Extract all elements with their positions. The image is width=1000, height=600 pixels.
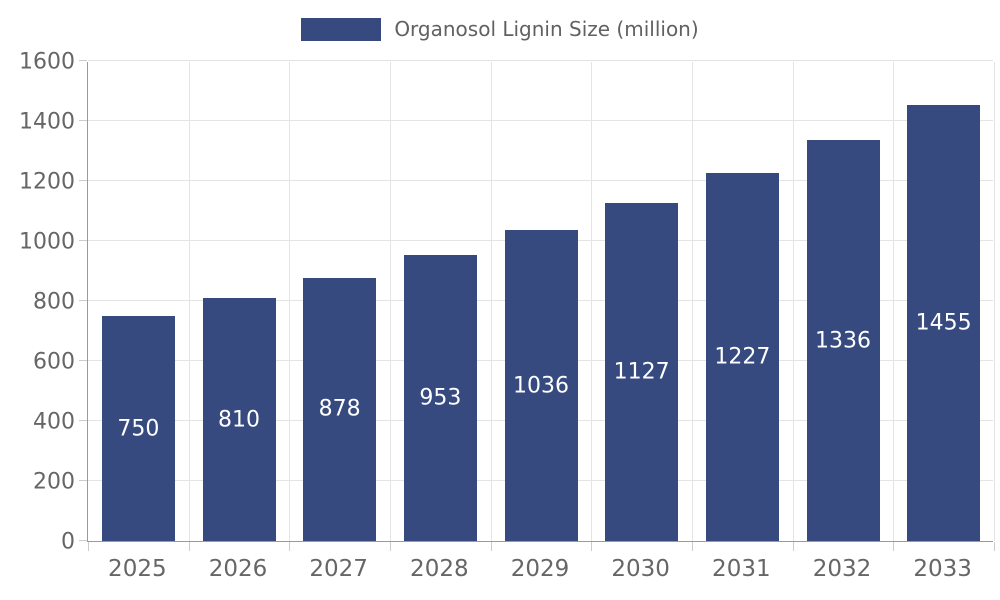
y-axis-label: 600	[33, 349, 75, 375]
bar-2033[interactable]: 1455	[907, 104, 981, 541]
y-axis-label: 1600	[19, 49, 75, 75]
bar-value-label: 953	[419, 385, 462, 411]
x-axis-tick	[390, 542, 391, 551]
bar-value-label: 750	[117, 416, 160, 441]
y-axis-label: 800	[33, 289, 75, 315]
x-axis-label-2030: 2030	[611, 556, 670, 582]
gridline-vertical	[893, 62, 895, 541]
bar-value-label: 1127	[613, 359, 670, 385]
x-axis-label-2025: 2025	[108, 556, 167, 582]
bar-value-label: 878	[318, 396, 361, 422]
bar-value-label: 1227	[714, 344, 771, 370]
x-axis-label-2033: 2033	[913, 556, 972, 582]
y-axis-label: 0	[61, 529, 75, 555]
bar-value-label: 810	[218, 407, 260, 432]
gridline-vertical	[692, 62, 693, 541]
y-axis-tick	[79, 360, 87, 361]
gridline-horizontal	[88, 60, 993, 61]
y-axis-label: 1200	[19, 169, 75, 195]
y-axis-label: 400	[33, 409, 75, 435]
y-axis-tick	[79, 60, 87, 61]
x-axis-tick	[490, 542, 492, 551]
bar-value-label: 1036	[513, 373, 569, 399]
y-axis-tick	[79, 300, 87, 301]
x-axis-label-2031: 2031	[712, 556, 771, 582]
legend-label: Organosol Lignin Size (million)	[394, 17, 699, 41]
x-axis-tick	[188, 542, 190, 551]
x-axis-tick	[289, 542, 291, 551]
y-axis-tick	[79, 180, 87, 181]
bar-2027[interactable]: 878	[303, 277, 377, 541]
gridline-vertical	[289, 62, 291, 541]
bar-2030[interactable]: 1127	[605, 202, 679, 541]
x-axis-tick	[88, 542, 89, 551]
y-axis-tick	[79, 120, 87, 121]
x-axis-label-2027: 2027	[309, 556, 368, 582]
y-axis-label: 1000	[19, 229, 75, 255]
bar-2028[interactable]: 953	[403, 255, 477, 541]
bar-2025[interactable]: 750	[101, 316, 175, 541]
x-axis-tick	[792, 542, 794, 551]
x-axis-label-2028: 2028	[410, 556, 469, 582]
x-axis-label-2026: 2026	[208, 556, 268, 582]
gridline-vertical	[188, 62, 190, 541]
x-axis-tick	[893, 542, 895, 551]
bar-2026[interactable]: 810	[202, 298, 276, 541]
y-axis-tick	[79, 480, 87, 481]
x-axis-label-2032: 2032	[812, 556, 872, 582]
y-axis-tick	[79, 540, 87, 541]
y-axis-tick	[79, 240, 87, 241]
plot-area: 750 810 878 953 1036 1127 1227 1336 1455	[79, 60, 995, 551]
gridline-vertical	[390, 62, 391, 541]
legend-swatch-icon	[301, 17, 382, 41]
y-axis-label: 200	[33, 469, 75, 495]
x-axis-tick	[692, 542, 693, 551]
gridline-horizontal	[88, 120, 993, 121]
bar-value-label: 1455	[915, 310, 972, 336]
gridline-vertical	[994, 62, 995, 541]
legend[interactable]: Organosol Lignin Size (million)	[0, 17, 1000, 41]
x-axis-tick	[591, 542, 593, 551]
bar-2032[interactable]: 1336	[806, 140, 880, 541]
x-axis-label-2029: 2029	[510, 556, 570, 582]
x-axis-tick	[994, 542, 995, 551]
y-axis-label: 1400	[19, 109, 75, 135]
gridline-horizontal	[88, 180, 993, 181]
gridline-vertical	[490, 62, 492, 541]
bar-2029[interactable]: 1036	[504, 230, 578, 541]
bar-value-label: 1336	[815, 328, 871, 354]
y-axis-tick	[79, 420, 87, 421]
gridline-vertical	[792, 62, 794, 541]
bar-2031[interactable]: 1227	[705, 172, 779, 541]
gridline-vertical	[591, 62, 593, 541]
